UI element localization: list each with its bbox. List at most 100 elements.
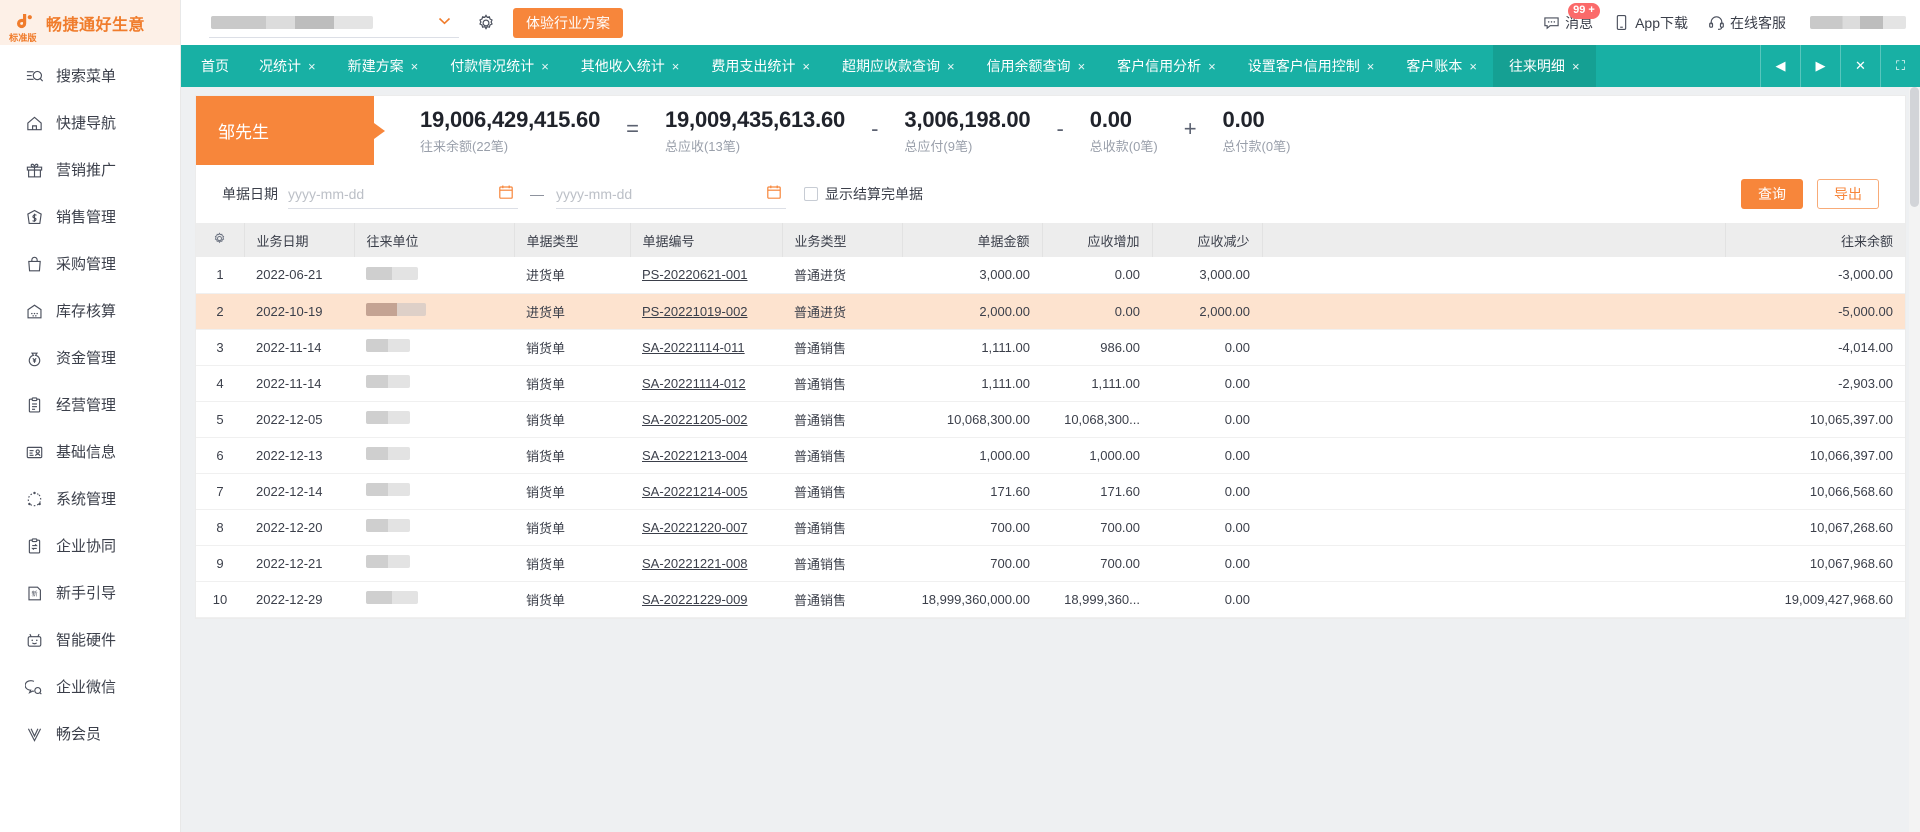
org-selector[interactable] <box>209 8 459 38</box>
tab-close-all-button[interactable]: ✕ <box>1840 45 1880 87</box>
header-counterparty[interactable]: 往来单位 <box>354 223 515 257</box>
date-from-input[interactable] <box>288 185 478 202</box>
table-row[interactable]: 2 2022-10-19 进货单 PS-20221019-002 普通进货 2,… <box>196 293 1905 330</box>
cell-doc-no[interactable]: SA-20221221-008 <box>630 545 782 582</box>
tab-scroll-right-button[interactable]: ▶ <box>1800 45 1840 87</box>
header-receivable-increase[interactable]: 应收增加 <box>1042 223 1153 257</box>
tab-new-plan[interactable]: 新建方案 × <box>332 45 435 87</box>
cell-doc-no[interactable]: SA-20221205-002 <box>630 401 782 438</box>
tab-other-income-stats[interactable]: 其他收入统计 × <box>565 45 696 87</box>
vertical-scrollbar[interactable] <box>1909 87 1920 832</box>
table-row[interactable]: 9 2022-12-21 销货单 SA-20221221-008 普通销售 70… <box>196 545 1905 582</box>
app-download-link[interactable]: App下载 <box>1613 13 1688 33</box>
sidebar-item-system[interactable]: 系统管理 <box>0 476 180 523</box>
export-button[interactable]: 导出 <box>1817 179 1879 209</box>
header-doc-no[interactable]: 单据编号 <box>630 223 783 257</box>
tab-payment-stats[interactable]: 付款情况统计 × <box>434 45 565 87</box>
tab-customer-credit-analysis[interactable]: 客户信用分析 × <box>1101 45 1232 87</box>
header-doc-amount[interactable]: 单据金额 <box>902 223 1043 257</box>
cell-doc-no[interactable]: SA-20221220-007 <box>630 509 782 546</box>
tab-scroll-left-button[interactable]: ◀ <box>1760 45 1800 87</box>
tab-set-customer-credit-control[interactable]: 设置客户信用控制 × <box>1232 45 1391 87</box>
cell-doc-no[interactable]: SA-20221114-011 <box>630 329 782 366</box>
date-to-input[interactable] <box>556 185 746 202</box>
sidebar-item-vip-member[interactable]: 畅会员 <box>0 711 180 758</box>
close-icon[interactable]: × <box>1469 58 1477 74</box>
tab-kuang-tongji[interactable]: 况统计 × <box>243 45 332 87</box>
user-name-redacted[interactable] <box>1810 16 1906 29</box>
close-icon[interactable]: × <box>541 58 549 74</box>
close-icon[interactable]: × <box>1077 58 1086 74</box>
sidebar-item-inventory[interactable]: 库存核算 <box>0 288 180 335</box>
doc-no-link[interactable]: SA-20221213-004 <box>642 447 748 463</box>
messages-link[interactable]: 消息 99 + <box>1543 2 1600 33</box>
sidebar-item-operations[interactable]: 经营管理 <box>0 382 180 429</box>
sidebar-item-quick-nav[interactable]: 快捷导航 <box>0 100 180 147</box>
table-row[interactable]: 10 2022-12-29 销货单 SA-20221229-009 普通销售 1… <box>196 581 1905 618</box>
doc-no-link[interactable]: PS-20221019-002 <box>642 303 748 319</box>
cell-doc-no[interactable]: SA-20221229-009 <box>630 581 782 618</box>
column-settings-header[interactable] <box>196 223 245 257</box>
sidebar-item-search-menu[interactable]: 搜索菜单 <box>0 53 180 100</box>
sidebar-item-marketing[interactable]: 营销推广 <box>0 147 180 194</box>
close-icon[interactable]: × <box>946 58 955 74</box>
table-row[interactable]: 6 2022-12-13 销货单 SA-20221213-004 普通销售 1,… <box>196 437 1905 474</box>
doc-no-link[interactable]: PS-20220621-001 <box>642 267 748 283</box>
header-business-type[interactable]: 业务类型 <box>782 223 903 257</box>
cell-doc-no[interactable]: SA-20221114-012 <box>630 365 782 402</box>
doc-no-link[interactable]: SA-20221114-011 <box>642 339 745 355</box>
close-icon[interactable]: × <box>802 58 810 74</box>
table-row[interactable]: 1 2022-06-21 进货单 PS-20220621-001 普通进货 3,… <box>196 257 1905 294</box>
sidebar-item-purchase[interactable]: 采购管理 <box>0 241 180 288</box>
tab-transaction-details[interactable]: 往来明细 × <box>1492 45 1596 87</box>
calendar-icon[interactable] <box>498 184 514 200</box>
header-business-date[interactable]: 业务日期 <box>244 223 355 257</box>
close-icon[interactable]: × <box>410 58 419 74</box>
tab-customer-ledger[interactable]: 客户账本 × <box>1390 45 1493 87</box>
table-row[interactable]: 5 2022-12-05 销货单 SA-20221205-002 普通销售 10… <box>196 401 1905 438</box>
sidebar-item-funds[interactable]: 资金管理 <box>0 335 180 382</box>
doc-no-link[interactable]: SA-20221114-012 <box>642 375 746 391</box>
header-balance[interactable]: 往来余额 <box>1725 223 1905 257</box>
gear-icon[interactable] <box>475 12 497 34</box>
header-receivable-decrease[interactable]: 应收减少 <box>1152 223 1263 257</box>
doc-no-link[interactable]: SA-20221221-008 <box>642 555 748 571</box>
doc-no-link[interactable]: SA-20221205-002 <box>642 411 748 427</box>
online-support-link[interactable]: 在线客服 <box>1708 13 1786 33</box>
cell-doc-no[interactable]: PS-20221019-002 <box>630 293 782 330</box>
chevron-down-icon[interactable] <box>438 14 451 27</box>
tab-credit-balance-query[interactable]: 信用余额查询 × <box>971 45 1102 87</box>
date-to-field[interactable] <box>556 179 786 209</box>
tab-home[interactable]: 首页 <box>181 45 243 87</box>
close-icon[interactable]: × <box>308 58 316 74</box>
experience-solution-button[interactable]: 体验行业方案 <box>513 7 623 38</box>
table-row[interactable]: 7 2022-12-14 销货单 SA-20221214-005 普通销售 17… <box>196 473 1905 510</box>
sidebar-item-sales[interactable]: 销售管理 <box>0 194 180 241</box>
show-settled-checkbox[interactable]: 显示结算完单据 <box>804 184 923 204</box>
scrollbar-thumb[interactable] <box>1910 87 1919 207</box>
tab-overdue-receivable-query[interactable]: 超期应收款查询 × <box>826 45 971 87</box>
close-icon[interactable]: × <box>1366 58 1375 74</box>
sidebar-item-basic-info[interactable]: 基础信息 <box>0 429 180 476</box>
header-doc-type[interactable]: 单据类型 <box>514 223 631 257</box>
date-from-field[interactable] <box>288 179 518 209</box>
doc-no-link[interactable]: SA-20221229-009 <box>642 591 748 607</box>
cell-doc-no[interactable]: SA-20221213-004 <box>630 437 782 474</box>
close-icon[interactable]: × <box>1571 58 1580 74</box>
gear-icon[interactable] <box>212 232 227 249</box>
sidebar-item-newbie-guide[interactable]: 新 新手引导 <box>0 570 180 617</box>
close-icon[interactable]: × <box>671 58 680 74</box>
tab-expense-stats[interactable]: 费用支出统计 × <box>695 45 826 87</box>
close-icon[interactable]: × <box>1208 58 1216 74</box>
calendar-icon[interactable] <box>766 184 782 200</box>
sidebar-item-collaboration[interactable]: 企业协同 <box>0 523 180 570</box>
doc-no-link[interactable]: SA-20221220-007 <box>642 519 748 535</box>
table-row[interactable]: 3 2022-11-14 销货单 SA-20221114-011 普通销售 1,… <box>196 329 1905 366</box>
query-button[interactable]: 查询 <box>1741 179 1803 209</box>
table-row[interactable]: 4 2022-11-14 销货单 SA-20221114-012 普通销售 1,… <box>196 365 1905 402</box>
sidebar-item-smart-hardware[interactable]: 智能硬件 <box>0 617 180 664</box>
table-row[interactable]: 8 2022-12-20 销货单 SA-20221220-007 普通销售 70… <box>196 509 1905 546</box>
cell-doc-no[interactable]: SA-20221214-005 <box>630 473 782 510</box>
checkbox-box[interactable] <box>804 187 818 201</box>
tab-fullscreen-button[interactable]: ⛶ <box>1880 45 1920 87</box>
